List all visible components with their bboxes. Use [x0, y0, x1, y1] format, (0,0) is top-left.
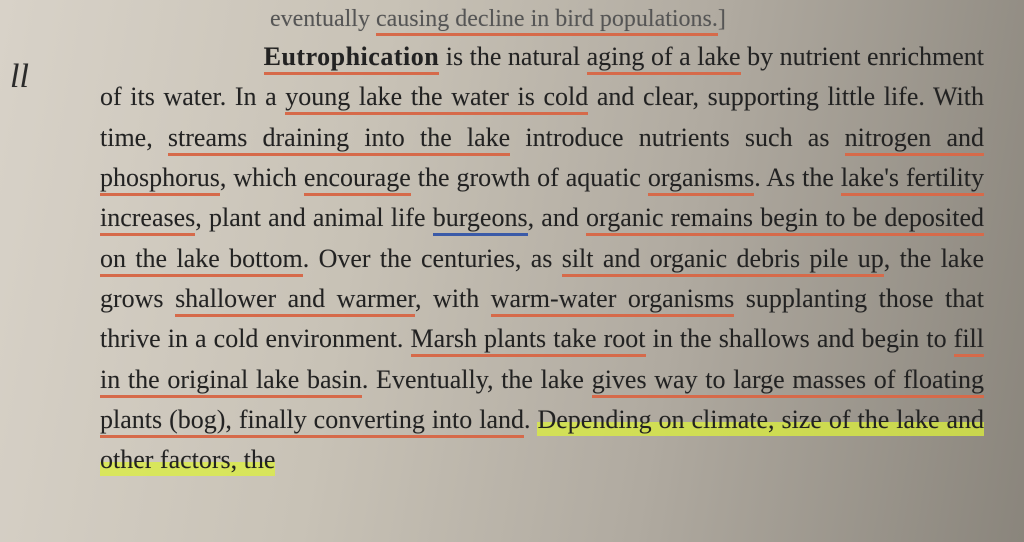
- text-run: in the shallows and begin to: [646, 324, 954, 353]
- phrase-marsh-plants: Marsh plants take root: [411, 324, 646, 357]
- text-run: .: [524, 405, 537, 434]
- fragment-underlined: causing decline in bird populations.: [376, 6, 718, 36]
- previous-line-fragment: eventually causing decline in bird popul…: [100, 0, 984, 35]
- text-run: , which: [220, 163, 304, 192]
- text-run: is the natural: [439, 42, 586, 71]
- fragment-suffix: ]: [718, 6, 726, 32]
- phrase-shallower-warmer: shallower and warmer: [175, 284, 415, 317]
- word-organisms: organisms: [648, 163, 754, 196]
- phrase-aging-of-a-lake: aging of a lake: [587, 42, 741, 75]
- word-burgeons: burgeons: [433, 203, 528, 236]
- phrase-young-lake-cold: young lake the water is cold: [285, 82, 588, 115]
- text-run: the growth of aquatic: [411, 163, 648, 192]
- textbook-page: ll eventually causing decline in bird po…: [0, 0, 1024, 542]
- text-run: , and: [528, 203, 586, 232]
- text-run: , plant and animal life: [195, 203, 432, 232]
- text-run: introduce nutrients such as: [510, 123, 844, 152]
- body-paragraph: Eutrophication is the natural aging of a…: [100, 35, 984, 480]
- margin-annotation: ll: [10, 58, 29, 96]
- text-run: . As the: [754, 163, 841, 192]
- text-run: , with: [415, 284, 491, 313]
- text-run: . Over the centuries, as: [303, 244, 562, 273]
- fragment-prefix: eventually: [270, 6, 376, 32]
- term-eutrophication: Eutrophication: [264, 42, 440, 75]
- phrase-streams-draining: streams draining into the lake: [168, 123, 510, 156]
- phrase-silt-debris: silt and organic debris pile up: [562, 244, 884, 277]
- text-run: . Eventually, the lake: [362, 365, 592, 394]
- word-encourage: encourage: [304, 163, 411, 196]
- phrase-warm-water-organisms: warm-water organisms: [491, 284, 735, 317]
